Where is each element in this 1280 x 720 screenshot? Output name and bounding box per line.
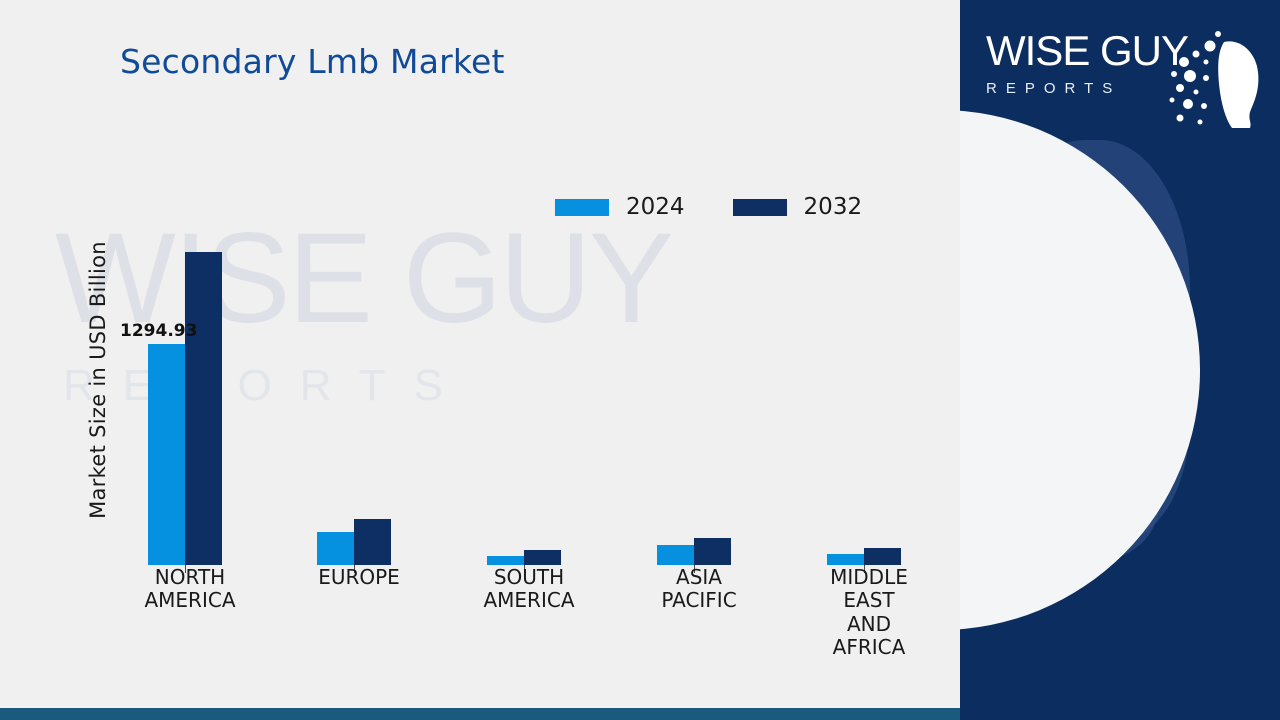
category-label-middle-east-and-africa: MIDDLE EAST AND AFRICA <box>784 565 954 660</box>
category-line: NORTH <box>154 565 226 589</box>
x-axis-categories: NORTH AMERICA EUROPE SOUTH AMERICA ASIA … <box>98 565 928 686</box>
category-label-europe: EUROPE <box>274 565 444 589</box>
logo-primary-text: WISE GUY <box>986 27 1189 74</box>
bar-south-america-2024[interactable] <box>487 556 524 565</box>
bar-europe-2032[interactable] <box>354 519 391 565</box>
legend-swatch-2032-icon <box>732 198 787 216</box>
page-title: Secondary Lmb Market <box>120 42 505 81</box>
bar-middle-east-and-africa-2032[interactable] <box>864 548 901 565</box>
wiseguy-logo: WISE GUY REPORTS <box>986 27 1259 128</box>
category-line: AMERICA <box>144 588 236 613</box>
bar-middle-east-and-africa-2024[interactable] <box>827 554 864 565</box>
logo-secondary-text: REPORTS <box>986 80 1122 97</box>
bar-group-north-america: 1294.93 <box>120 180 222 573</box>
category-line: EAST <box>843 588 895 613</box>
tick-middle-east-and-africa <box>864 565 865 573</box>
plot-area: 1294.93 <box>98 180 928 573</box>
legend-swatch-2024-icon <box>555 198 609 216</box>
bar-asia-pacific-2024[interactable] <box>657 545 694 565</box>
category-line: EUROPE <box>318 565 400 589</box>
brand-panel: WISE GUY REPORTS <box>960 0 1280 720</box>
tick-asia-pacific <box>694 565 695 573</box>
bar-group-europe <box>317 180 391 573</box>
legend-item-2024[interactable]: 2024 <box>555 194 685 220</box>
dotted-head-icon <box>1169 31 1259 128</box>
chart-legend: 2024 2032 <box>555 194 862 220</box>
bar-asia-pacific-2032[interactable] <box>694 538 731 565</box>
bar-group-south-america <box>487 180 561 573</box>
category-line: SOUTH <box>493 565 565 589</box>
category-label-north-america: NORTH AMERICA <box>105 565 275 613</box>
category-line: ASIA <box>676 565 722 589</box>
bar-group-middle-east-and-africa <box>827 180 901 573</box>
legend-label-2024: 2024 <box>626 194 685 220</box>
legend-label-2032: 2032 <box>803 194 863 220</box>
bottom-accent-strip <box>0 708 960 720</box>
tick-north-america <box>185 565 186 573</box>
category-label-south-america: SOUTH AMERICA <box>444 565 614 613</box>
tick-south-america <box>524 565 525 573</box>
category-line: AFRICA <box>832 635 906 660</box>
bar-north-america-2024[interactable] <box>148 344 185 565</box>
legend-item-2032[interactable]: 2032 <box>732 194 863 220</box>
category-line: AMERICA <box>483 588 575 613</box>
bar-north-america-2032[interactable] <box>185 252 222 565</box>
bar-south-america-2032[interactable] <box>524 550 561 565</box>
category-line: PACIFIC <box>661 588 737 613</box>
tick-europe <box>354 565 355 573</box>
category-line: AND <box>846 611 892 636</box>
bar-europe-2024[interactable] <box>317 532 354 565</box>
bar-value-north-america-2024: 1294.93 <box>120 321 198 341</box>
category-line: MIDDLE <box>830 565 908 589</box>
category-label-asia-pacific: ASIA PACIFIC <box>614 565 784 613</box>
bar-group-asia-pacific <box>657 180 731 573</box>
